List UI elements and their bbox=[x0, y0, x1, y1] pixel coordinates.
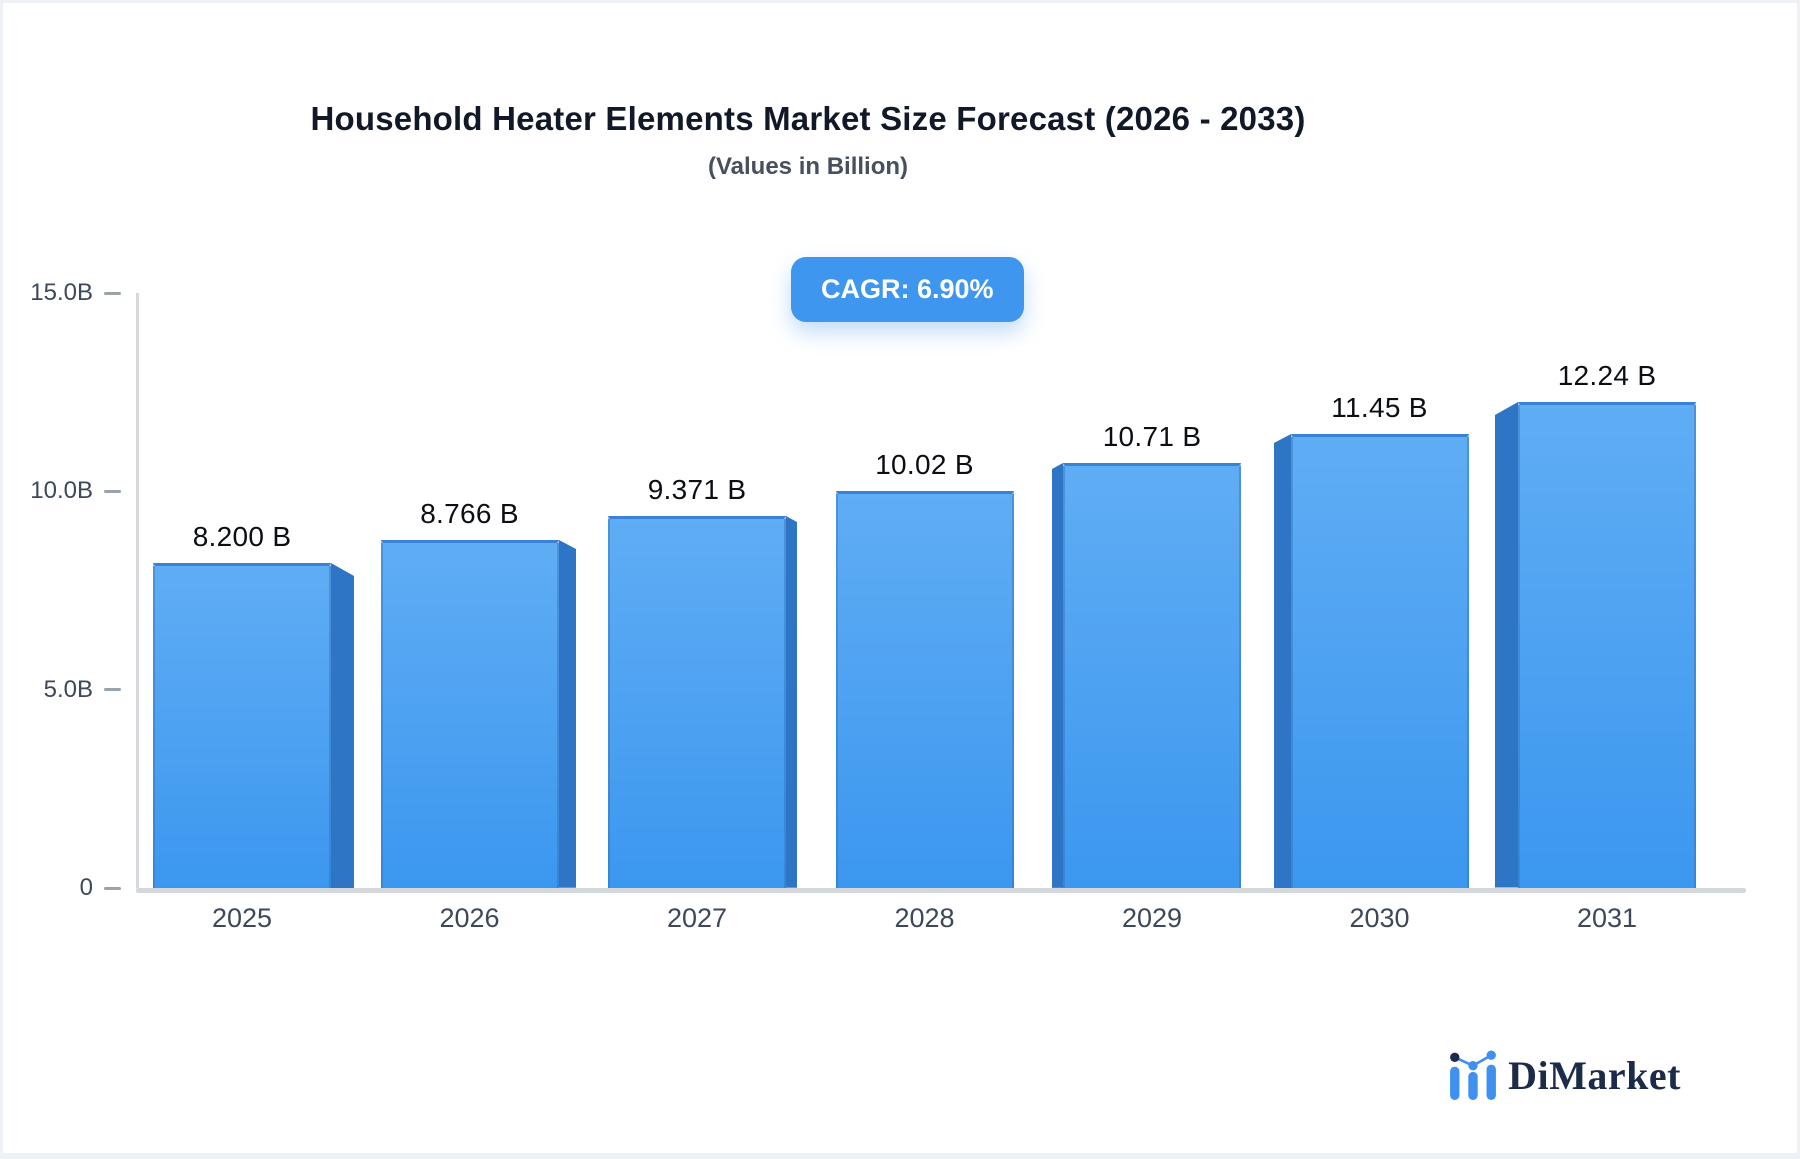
x-axis-label: 2027 bbox=[666, 903, 728, 933]
x-axis-baseline bbox=[136, 888, 1746, 893]
x-axis-label: 2029 bbox=[1121, 903, 1183, 933]
chart-title: Household Heater Elements Market Size Fo… bbox=[310, 100, 1306, 137]
bar-3d-side bbox=[1273, 433, 1291, 888]
cagr-badge: CAGR: 6.90% bbox=[791, 257, 1024, 322]
y-axis-label: 10.0B bbox=[30, 477, 93, 505]
bar bbox=[1290, 433, 1469, 888]
bar-value-label: 11.45 B bbox=[1331, 391, 1428, 423]
y-axis-tick bbox=[104, 688, 121, 692]
bar-value-label: 8.766 B bbox=[420, 498, 519, 530]
bar-value-label: 10.02 B bbox=[875, 448, 974, 480]
y-axis-tick bbox=[104, 291, 121, 295]
bar-chart-plot-area: 15.0B 10.0B 5.0B 0 8.200 B 2025 8.766 B 2026 9.3… bbox=[3, 3, 1800, 1159]
bar-3d-side bbox=[1495, 402, 1518, 888]
logo-chart-icon bbox=[1450, 1050, 1497, 1100]
bar-3d-side bbox=[558, 540, 576, 888]
x-axis-label: 2028 bbox=[894, 903, 955, 933]
bar-value-label: 10.71 B bbox=[1102, 421, 1202, 453]
bar bbox=[835, 490, 1014, 888]
y-axis-label: 0 bbox=[79, 874, 93, 901]
x-axis-label: 2026 bbox=[439, 903, 500, 933]
chart-subtitle: (Values in Billion) bbox=[707, 153, 909, 180]
y-axis-tick bbox=[104, 886, 121, 890]
y-axis-label: 15.0B bbox=[30, 279, 93, 306]
logo-text: DiMarket bbox=[1508, 1052, 1681, 1098]
y-axis-line bbox=[136, 293, 139, 888]
bar bbox=[1063, 463, 1241, 888]
bar bbox=[380, 540, 559, 888]
bar-value-label: 12.24 B bbox=[1557, 360, 1657, 392]
chart-card: Household Heater Elements Market Size Fo… bbox=[3, 3, 1797, 1153]
brand-logo: DiMarket bbox=[1449, 1046, 1681, 1104]
x-axis-label: 2030 bbox=[1349, 903, 1410, 933]
x-axis-label: 2031 bbox=[1576, 903, 1638, 933]
bar-value-label: 8.200 B bbox=[192, 520, 292, 552]
bar-value-label: 9.371 B bbox=[647, 474, 747, 506]
bar-3d-side bbox=[331, 562, 354, 888]
bar bbox=[608, 516, 786, 888]
x-axis-label: 2025 bbox=[211, 903, 273, 933]
bar-3d-side bbox=[1052, 463, 1063, 888]
bar bbox=[1518, 402, 1696, 888]
y-axis-label: 5.0B bbox=[43, 675, 93, 703]
bar-3d-side bbox=[786, 516, 797, 888]
bar bbox=[153, 562, 331, 888]
y-axis-tick bbox=[104, 489, 121, 493]
